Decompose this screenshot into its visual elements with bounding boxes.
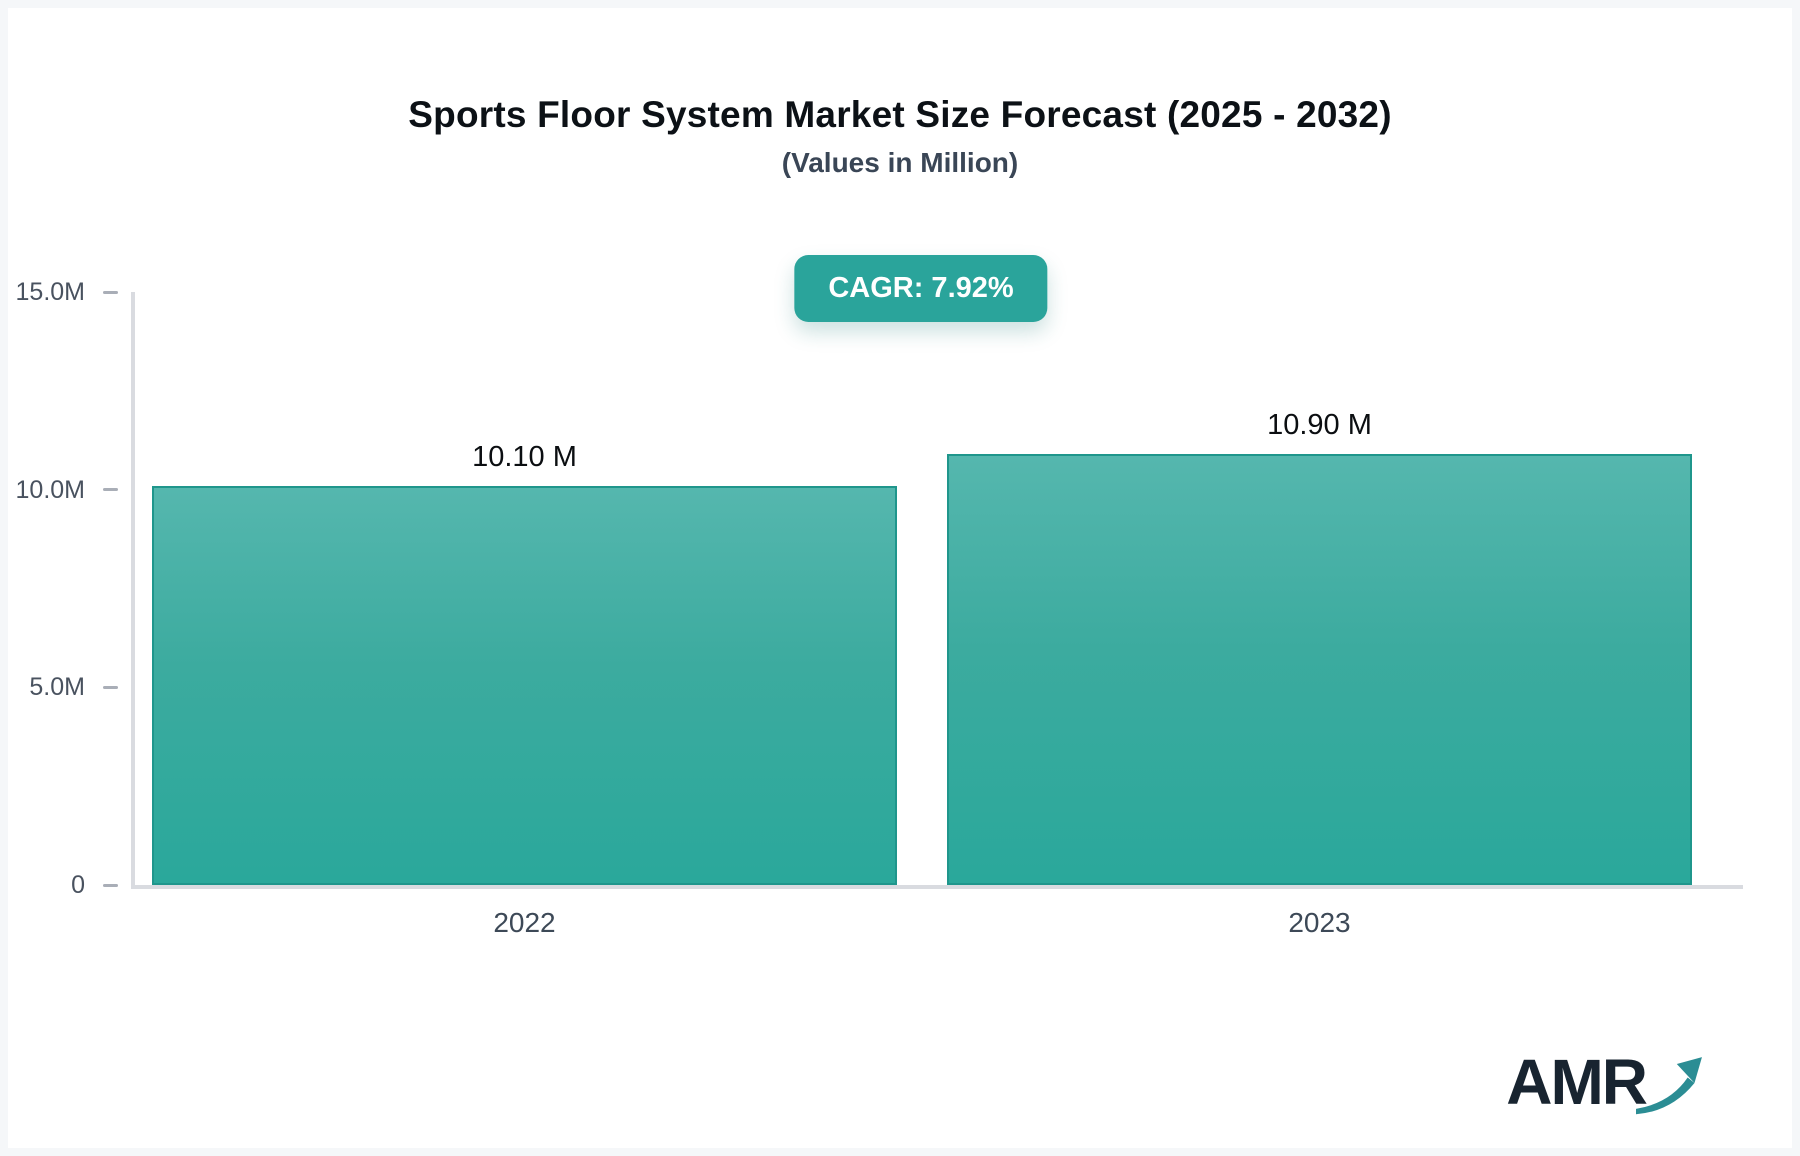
y-axis-tick-mark	[103, 883, 118, 887]
bar-fill	[947, 454, 1692, 885]
bars-container: 10.10 M 10.90 M	[135, 292, 1743, 885]
bar-2022: 10.10 M	[152, 441, 897, 885]
cagr-badge: CAGR: 7.92%	[794, 255, 1048, 322]
y-axis-tick-mark	[103, 488, 118, 492]
amr-logo-text: AMR	[1506, 1045, 1648, 1118]
amr-logo: AMR	[1506, 1045, 1704, 1118]
bar-value-label: 10.90 M	[1267, 409, 1372, 442]
chart-title: Sports Floor System Market Size Forecast…	[408, 94, 1392, 135]
y-axis-tick-mark	[103, 685, 118, 689]
bar-fill	[152, 485, 897, 885]
growth-arrow-icon	[1636, 1057, 1702, 1115]
y-axis-tick-mark	[103, 290, 118, 294]
bar-2023: 10.90 M	[947, 409, 1692, 885]
bar-value-label: 10.10 M	[472, 440, 577, 473]
chart-subtitle: (Values in Million)	[781, 147, 1019, 178]
